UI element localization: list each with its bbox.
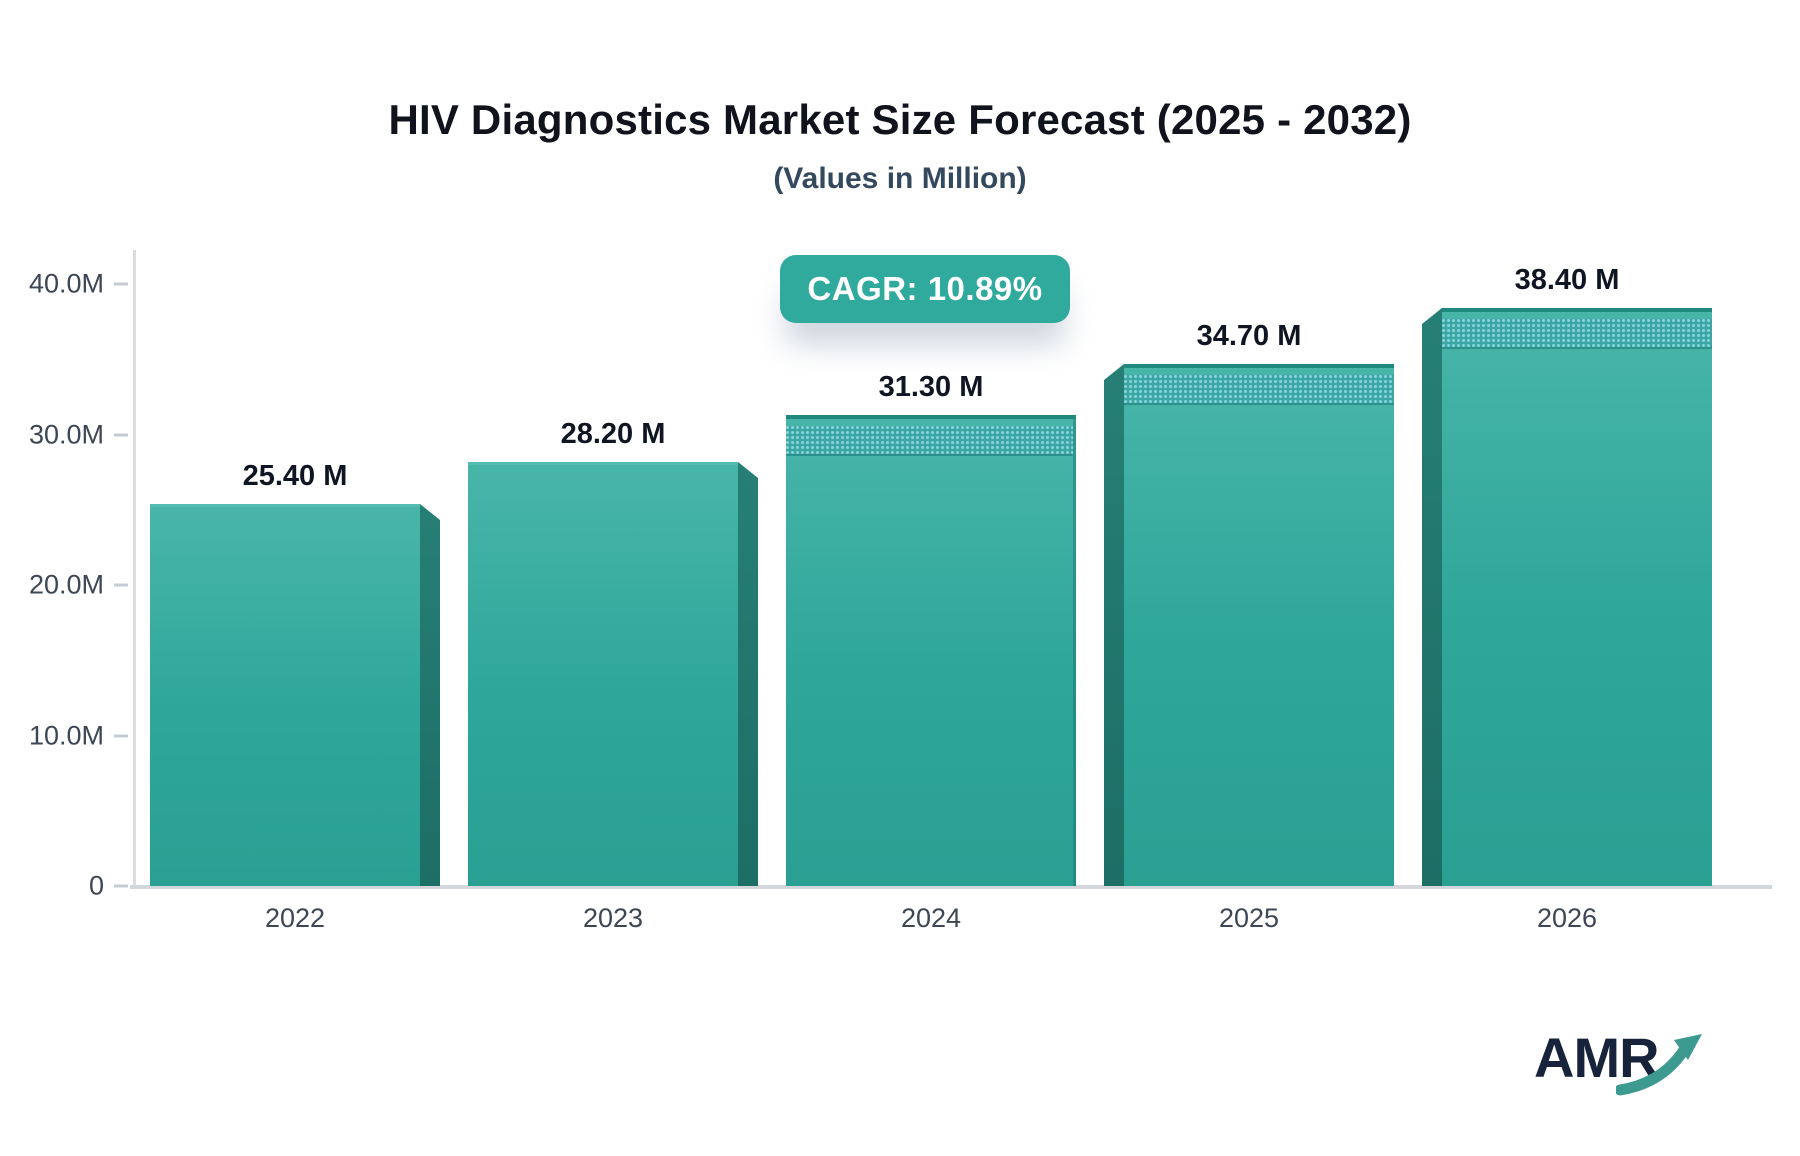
x-label-2024: 2024 [900,903,962,933]
y-tick-mark [114,734,128,738]
amr-logo: AMR [1534,1030,1714,1110]
y-tick-label: 10.0M [28,720,104,751]
bar-2026[interactable]: 38.40 M [1422,264,1712,886]
bar-2024[interactable]: 31.30 M [786,371,1076,886]
bar-3d-bevel [1104,364,1124,886]
bar-top-texture [1124,375,1394,405]
bar-value-label: 34.70 M [1196,320,1302,352]
bar-2023[interactable]: 28.20 M [468,418,758,886]
x-label-2023: 2023 [582,903,644,933]
y-tick-10m: 10.0M [0,721,128,752]
bar-3d-bevel [738,462,758,886]
chart-subtitle: (Values in Million) [773,162,1027,195]
x-label-2022: 2022 [264,903,326,933]
y-tick-label: 0 [88,870,104,901]
bar-value-label: 38.40 M [1514,264,1620,296]
y-tick-0: 0 [0,871,128,902]
bar-face [150,504,420,886]
y-tick-40m: 40.0M [0,269,128,300]
x-label-2026: 2026 [1536,903,1598,933]
x-axis-baseline [130,885,1772,889]
bar-value-label: 28.20 M [560,418,666,450]
bar-face [468,462,738,886]
y-tick-label: 20.0M [28,569,104,600]
cagr-badge: CAGR: 10.89% [780,255,1070,323]
cagr-badge-label: CAGR: 10.89% [807,270,1043,307]
bar-value-label: 25.40 M [242,460,348,492]
bar-3d-bevel [420,504,440,886]
bar-2022[interactable]: 25.40 M [150,460,440,886]
y-tick-30m: 30.0M [0,420,128,451]
amr-logo-text: AMR [1534,1026,1660,1089]
y-tick-mark [114,884,128,888]
y-tick-mark [114,433,128,437]
y-axis-line [133,250,136,886]
bar-2025[interactable]: 34.70 M [1104,320,1394,886]
bar-value-label: 31.30 M [878,371,984,403]
y-tick-mark [114,583,128,587]
x-label-2025: 2025 [1218,903,1280,933]
growth-arrow-icon [1616,1034,1702,1096]
bar-face [1442,308,1712,886]
y-tick-mark [114,282,128,286]
y-tick-label: 30.0M [28,419,104,450]
bar-top-texture [1442,319,1712,349]
y-tick-20m: 20.0M [0,570,128,601]
chart-title: HIV Diagnostics Market Size Forecast (20… [388,96,1412,143]
bar-face [1124,364,1394,886]
bar-3d-bevel [1422,308,1442,886]
bar-face [786,415,1076,886]
y-tick-label: 40.0M [28,268,104,299]
bar-top-texture [786,426,1073,456]
